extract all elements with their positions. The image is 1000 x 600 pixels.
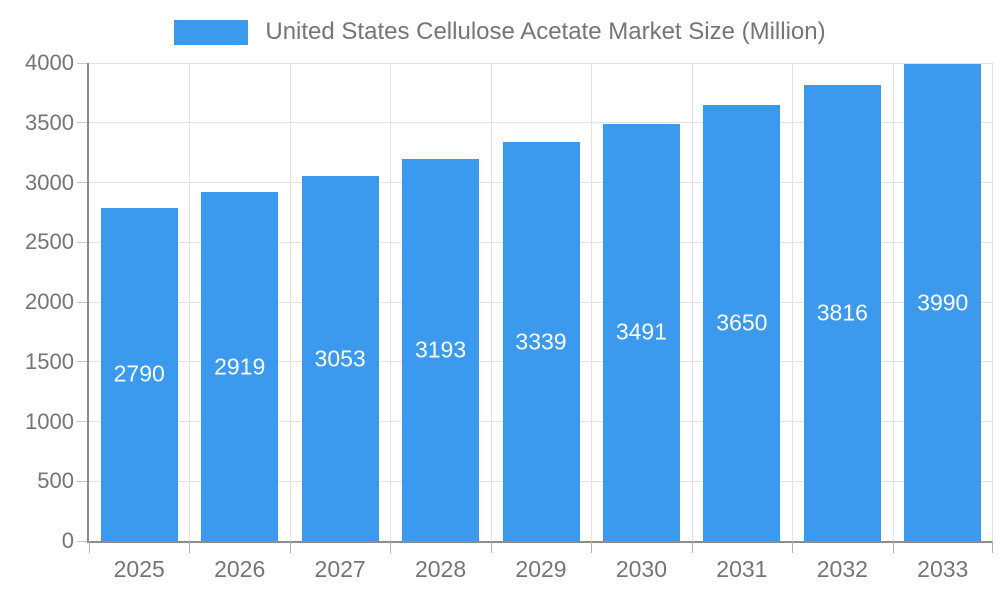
y-tick [77,540,87,542]
y-tick [77,480,87,482]
x-axis-label: 2031 [716,556,768,582]
y-tick [77,241,87,243]
x-tick [691,541,693,553]
bar-value-label: 3491 [615,318,668,345]
y-axis-label: 2000 [25,289,74,314]
bar-2032[interactable]: 3816 [803,85,881,541]
y-tick [77,421,87,422]
bar-value-label: 3193 [414,336,467,363]
gridline-h [89,62,993,64]
bar-2025[interactable]: 2790 [100,207,178,541]
x-axis-label: 2025 [113,556,165,582]
bar-value-label: 3339 [515,328,567,354]
x-axis-label: 2029 [515,556,567,582]
x-tick [892,541,894,553]
bar-2029[interactable]: 3339 [502,142,580,541]
legend[interactable]: United States Cellulose Acetate Market S… [0,18,1000,45]
bar-value-label: 2919 [214,353,266,380]
x-axis-label: 2028 [414,556,467,582]
x-tick [591,541,593,553]
x-axis-label: 2027 [314,556,366,582]
gridline-v [189,63,191,541]
gridline-v [992,63,993,541]
bar-value-label: 2790 [113,360,165,387]
y-axis-label: 0 [61,528,74,553]
y-tick [77,361,87,363]
bar-2028[interactable]: 3193 [402,159,480,541]
x-axis-label: 2032 [816,556,868,582]
x-axis-label: 2026 [214,556,266,582]
legend-swatch-icon [174,19,249,45]
legend-label: United States Cellulose Acetate Market S… [265,18,826,45]
plot-area: 0 500 1000 1500 2000 2500 3000 3500 4000 2025 2790… [25,50,993,582]
gridline-v [490,63,492,541]
bar-2026[interactable]: 2919 [201,192,279,541]
y-tick [77,122,87,124]
gridline-v [591,63,593,541]
gridline-v [892,63,894,541]
gridline-v [691,63,693,541]
y-axis-label: 2500 [25,229,74,255]
y-axis-label: 4000 [25,50,74,75]
bar-value-label: 3053 [314,345,366,372]
y-tick [77,182,87,183]
x-tick [289,541,291,553]
bar-2027[interactable]: 3053 [301,176,379,541]
x-tick [390,541,392,553]
bar-2030[interactable]: 3491 [602,123,680,541]
x-axis-label: 2033 [917,556,969,582]
bar-2033[interactable]: 3990 [904,64,982,541]
bar-value-label: 3650 [716,309,768,336]
y-axis-label: 1000 [25,408,74,434]
bar-value-label: 3990 [917,289,969,316]
y-axis-label: 500 [37,468,74,494]
x-tick [89,541,90,553]
x-axis-label: 2030 [615,556,668,582]
y-axis-label: 3500 [25,109,74,135]
x-tick [490,541,492,553]
gridline-h [89,122,993,124]
gridline-v [390,63,392,541]
bar-value-label: 3816 [816,299,868,326]
y-axis-label: 3000 [25,169,74,195]
y-axis-label: 1500 [25,348,74,374]
x-tick [792,541,794,553]
y-tick [77,301,87,303]
gridline-v [792,63,794,541]
x-tick [189,541,191,553]
y-tick [77,62,87,64]
gridline-v [289,63,291,541]
x-tick [992,541,993,553]
bar-2031[interactable]: 3650 [703,104,781,541]
